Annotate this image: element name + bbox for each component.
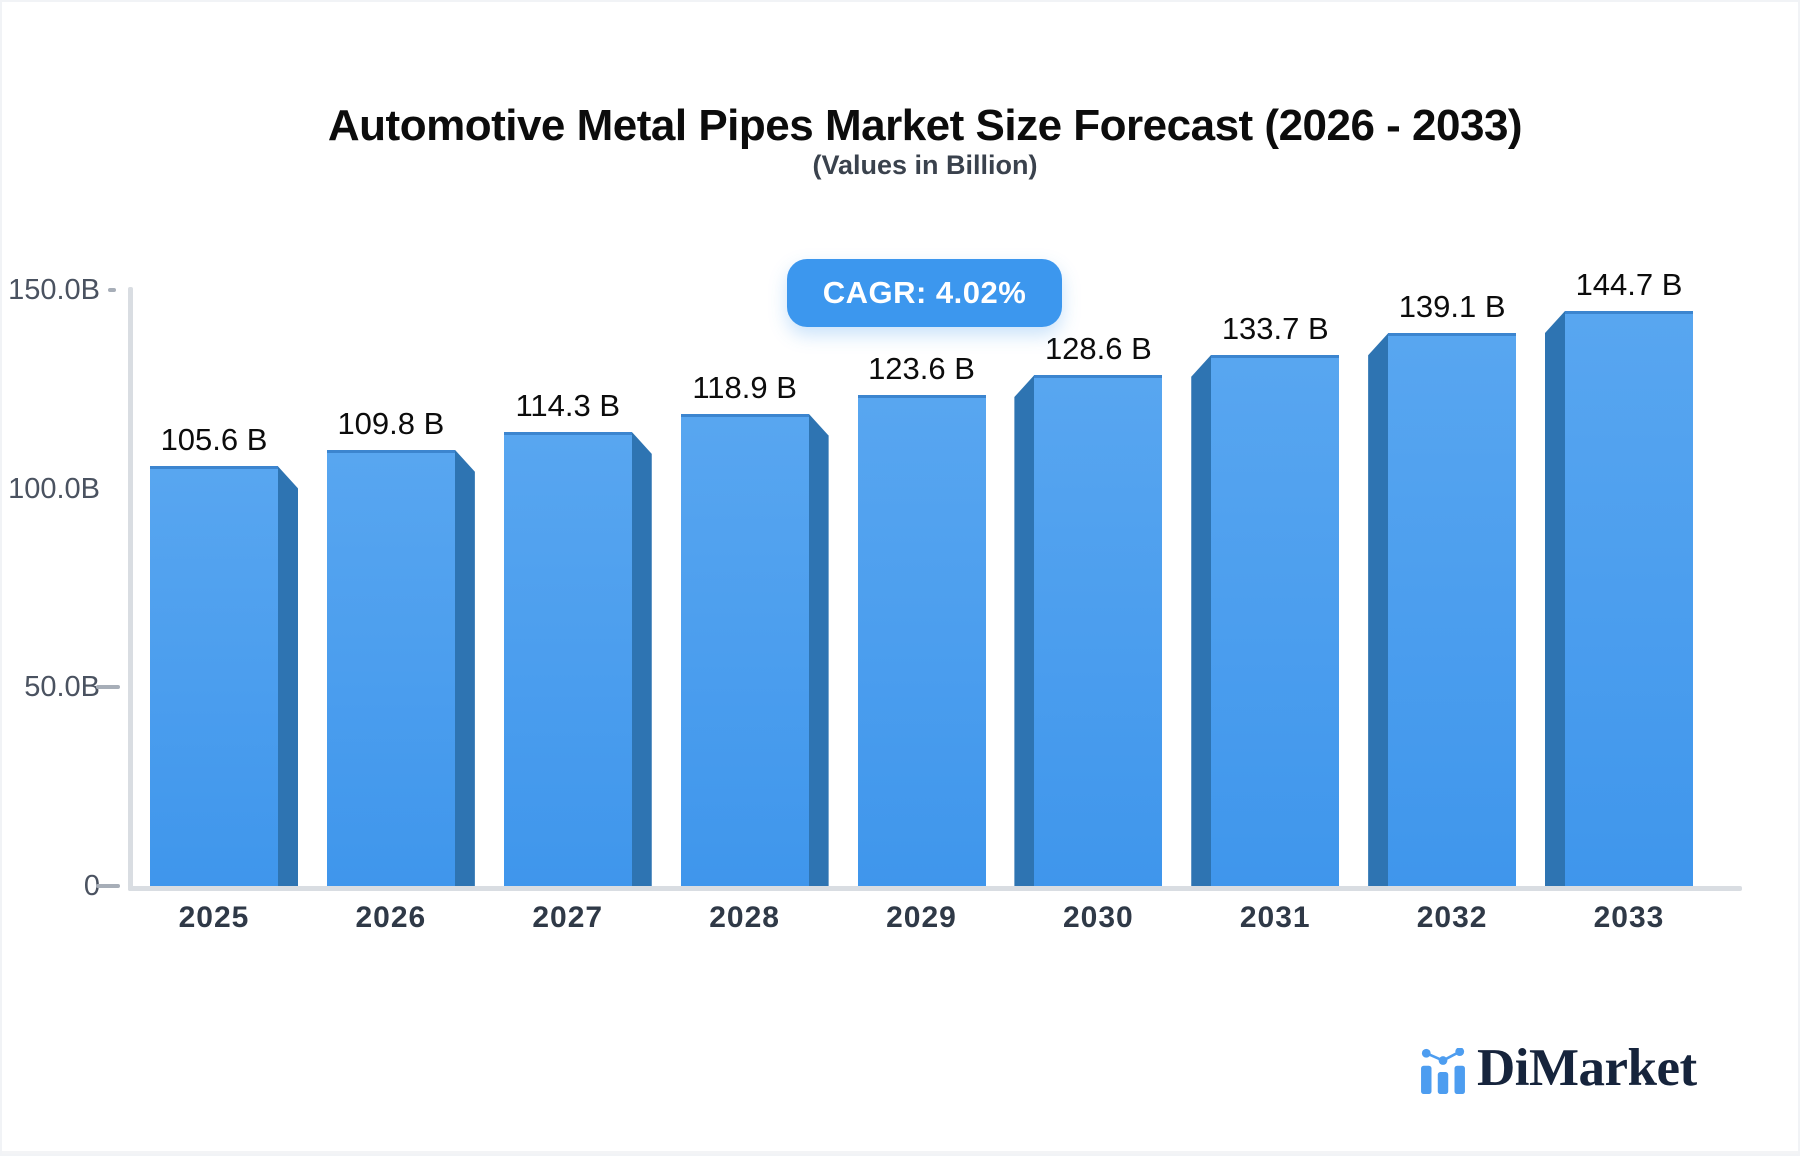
chart-title: Automotive Metal Pipes Market Size Forec… xyxy=(327,101,1523,150)
bar-side-face-2030 xyxy=(1014,375,1035,886)
bar-side-face-2032 xyxy=(1368,333,1389,886)
bar-2027 xyxy=(503,431,632,886)
bar-2029 xyxy=(857,394,986,886)
y-axis-tick-mark xyxy=(96,884,120,888)
y-axis-tick-mark xyxy=(96,685,120,690)
chart-subtitle: (Values in Billion) xyxy=(812,150,1038,180)
bar-side-face-2028 xyxy=(808,413,829,886)
bar-2026 xyxy=(326,449,455,886)
x-axis-label-2027: 2027 xyxy=(532,901,604,934)
bar-chart-logo-icon xyxy=(1421,1048,1465,1094)
y-axis-tick-label: 50.0B xyxy=(24,671,100,704)
bar-value-label-2026: 109.8 B xyxy=(337,405,445,441)
y-axis-tick-mark xyxy=(108,288,116,292)
y-axis-tick-label: 150.0B xyxy=(8,274,100,306)
bar-side-face-2031 xyxy=(1191,354,1212,886)
x-axis-label-2032: 2032 xyxy=(1416,901,1488,934)
x-axis-label-2031: 2031 xyxy=(1239,901,1311,934)
y-axis-tick-label: 0 xyxy=(83,870,100,902)
bar-value-label-2030: 128.6 B xyxy=(1044,331,1152,367)
bar-side-face-2026 xyxy=(454,449,475,886)
bar-value-label-2032: 139.1 B xyxy=(1398,289,1506,325)
y-axis-tick-label: 100.0B xyxy=(8,472,100,505)
bar-value-label-2031: 133.7 B xyxy=(1221,310,1329,346)
cagr-badge: CAGR: 4.02% xyxy=(787,259,1062,327)
bar-side-face-2025 xyxy=(278,466,298,886)
bar-value-label-2027: 114.3 B xyxy=(515,387,621,423)
bar-2033 xyxy=(1565,311,1693,886)
bar-2030 xyxy=(1034,375,1163,886)
x-axis-label-2029: 2029 xyxy=(886,901,957,934)
dimarket-logo: DiMarket xyxy=(1421,1038,1697,1098)
bar-2032 xyxy=(1388,333,1517,886)
x-axis-label-2030: 2030 xyxy=(1063,901,1134,934)
x-axis-label-2025: 2025 xyxy=(178,901,250,934)
x-axis-label-2028: 2028 xyxy=(709,901,780,934)
bar-side-face-2033 xyxy=(1545,311,1565,886)
bar-value-label-2025: 105.6 B xyxy=(160,422,268,458)
bar-2025 xyxy=(150,466,278,886)
bar-value-label-2033: 144.7 B xyxy=(1575,267,1683,303)
cagr-badge-label: CAGR: 4.02% xyxy=(822,275,1027,310)
bar-value-label-2028: 118.9 B xyxy=(692,369,797,405)
y-axis-line xyxy=(128,287,133,891)
logo-text: DiMarket xyxy=(1477,1039,1697,1097)
bar-side-face-2027 xyxy=(631,431,652,886)
x-axis-label-2033: 2033 xyxy=(1593,901,1665,934)
x-axis-baseline xyxy=(128,886,1742,891)
bar-2031 xyxy=(1211,354,1340,886)
bar-value-label-2029: 123.6 B xyxy=(868,350,975,386)
x-axis-label-2026: 2026 xyxy=(355,901,427,934)
bar-2028 xyxy=(680,413,809,886)
